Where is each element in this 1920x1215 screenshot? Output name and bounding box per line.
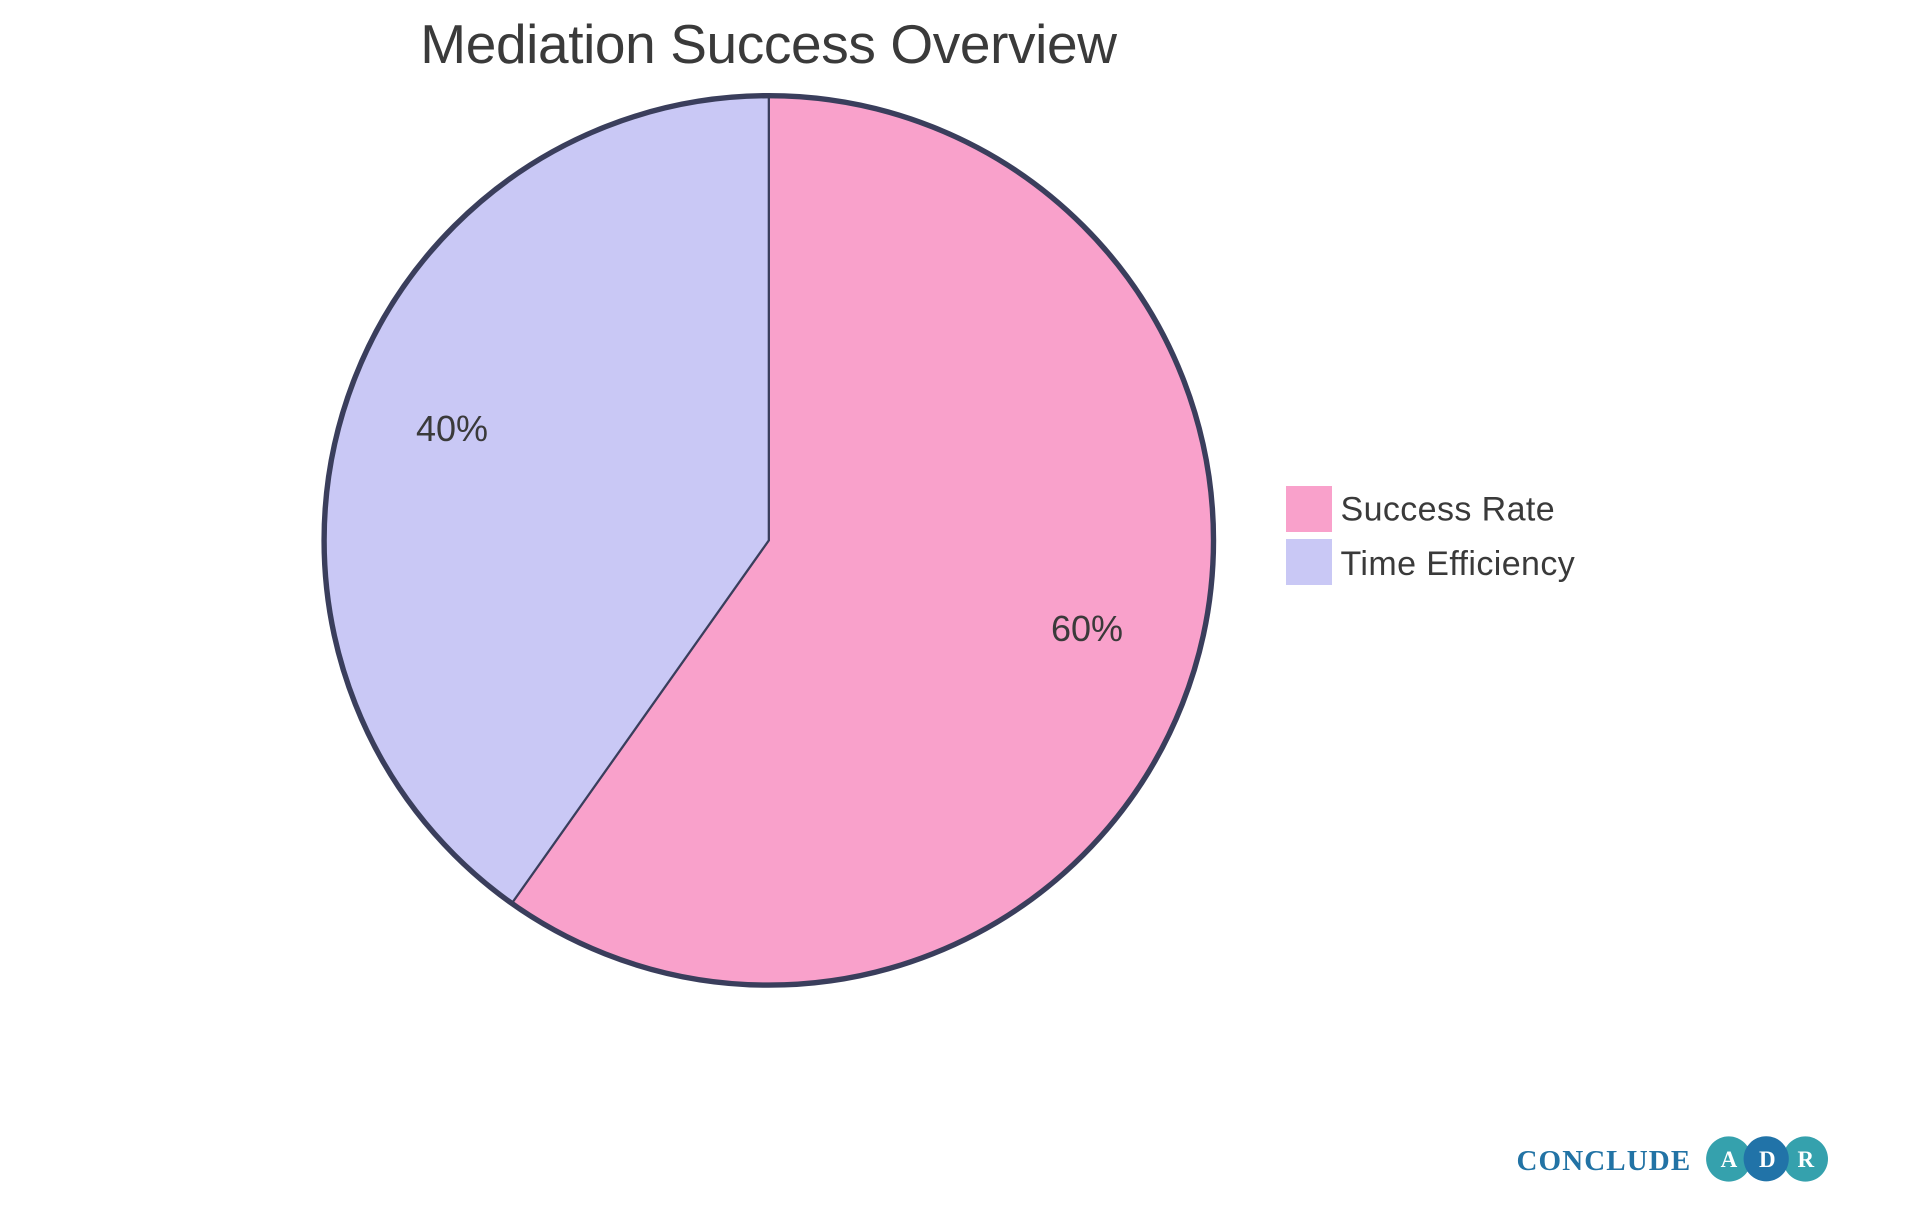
svg-text:Success Rate: Success Rate — [1341, 491, 1556, 529]
svg-text:A: A — [1721, 1147, 1738, 1172]
svg-text:CONCLUDE: CONCLUDE — [1517, 1145, 1692, 1177]
svg-text:R: R — [1797, 1147, 1814, 1172]
svg-text:Time Efficiency: Time Efficiency — [1341, 545, 1576, 583]
svg-text:D: D — [1759, 1147, 1776, 1172]
svg-text:Mediation Success Overview: Mediation Success Overview — [420, 13, 1117, 75]
svg-text:40%: 40% — [416, 408, 488, 449]
svg-text:60%: 60% — [1051, 608, 1123, 649]
